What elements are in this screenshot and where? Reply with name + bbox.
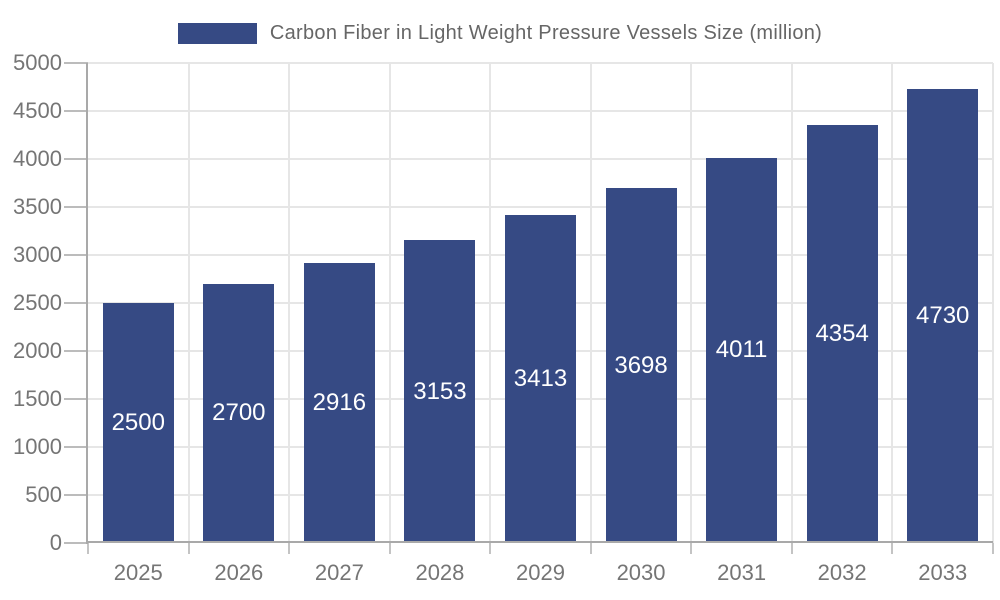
chart-legend: Carbon Fiber in Light Weight Pressure Ve… (0, 20, 1000, 46)
x-tick (891, 543, 894, 554)
v-gridline (790, 63, 793, 543)
bar-value-label: 3413 (513, 365, 568, 393)
bar: 3698 (605, 188, 677, 543)
y-tick (64, 62, 88, 64)
v-gridline (992, 63, 994, 543)
bar: 3153 (404, 240, 476, 543)
y-tick-label: 0 (49, 530, 62, 555)
x-axis-labels: 2025 2026 2027 2028 2029 2030 2031 2032 2033 (88, 560, 993, 590)
x-tick-label: 2030 (616, 560, 666, 585)
bar-value-label: 4730 (916, 301, 970, 329)
bar: 4011 (706, 157, 778, 543)
v-gridline (690, 63, 693, 543)
x-tick (790, 543, 793, 554)
chart-title: Carbon Fiber in Light Weight Pressure Ve… (269, 21, 823, 44)
x-tick (489, 543, 492, 554)
bar: 4354 (806, 125, 878, 543)
y-tick (64, 302, 88, 304)
h-gridline (88, 158, 993, 160)
x-tick-label: 2032 (817, 560, 867, 585)
bar: 2916 (303, 263, 375, 543)
legend-swatch (177, 22, 257, 44)
x-tick-label: 2033 (918, 560, 968, 585)
y-tick-label: 5000 (13, 50, 62, 75)
bar: 2700 (203, 283, 275, 543)
x-tick (388, 543, 391, 554)
y-tick-label: 1500 (13, 386, 62, 411)
x-tick (589, 543, 592, 554)
y-tick-label: 500 (25, 482, 62, 507)
y-tick-label: 4000 (13, 146, 62, 171)
y-tick-label: 3500 (13, 194, 62, 219)
x-tick-label: 2025 (113, 560, 163, 585)
bar-value-label: 2500 (111, 409, 165, 436)
v-gridline (589, 63, 592, 543)
y-tick (64, 398, 88, 400)
x-tick-label: 2031 (717, 560, 767, 585)
v-gridline (891, 63, 894, 543)
bar: 4730 (907, 88, 979, 543)
x-tick-label: 2029 (516, 560, 565, 585)
bar-value-label: 3698 (614, 351, 668, 379)
y-tick (64, 158, 88, 160)
v-gridline (388, 63, 391, 543)
x-tick-label: 2028 (415, 560, 465, 585)
x-axis-line (86, 541, 993, 543)
bar-value-label: 2916 (312, 389, 367, 417)
y-tick (64, 542, 88, 544)
v-gridline (489, 63, 492, 543)
h-gridline (88, 206, 993, 208)
y-tick (64, 110, 88, 112)
y-tick-label: 3000 (13, 242, 62, 267)
v-gridline (187, 63, 190, 543)
x-tick-label: 2026 (214, 560, 264, 585)
y-axis-labels: 0 500 1000 1500 2000 2500 3000 3500 4000 4500 5000 (0, 50, 62, 555)
x-tick (288, 543, 291, 554)
bar-value-label: 4011 (715, 336, 768, 364)
y-tick (64, 206, 88, 208)
y-tick (64, 254, 88, 256)
plot-area: 2500 2700 2916 3153 3413 3698 4011 4354 4730 (88, 62, 994, 543)
x-tick (187, 543, 190, 554)
y-tick-label: 2500 (13, 290, 62, 315)
y-tick (64, 446, 88, 448)
x-tick (992, 543, 994, 554)
y-tick-label: 2000 (13, 338, 62, 363)
bar-value-label: 4354 (815, 320, 869, 348)
v-gridline (288, 63, 291, 543)
h-gridline (88, 62, 993, 64)
y-tick (64, 350, 88, 352)
y-tick (64, 494, 88, 496)
bar-value-label: 2700 (212, 399, 266, 427)
bar-value-label: 3153 (413, 377, 467, 405)
y-axis-line (86, 63, 88, 544)
x-tick-label: 2027 (314, 560, 364, 585)
y-tick-label: 1000 (13, 434, 62, 459)
x-tick (87, 543, 89, 554)
x-tick (690, 543, 693, 554)
h-gridline (88, 110, 993, 112)
bar: 2500 (102, 303, 174, 543)
y-tick-label: 4500 (13, 98, 62, 123)
bar: 3413 (505, 215, 576, 543)
